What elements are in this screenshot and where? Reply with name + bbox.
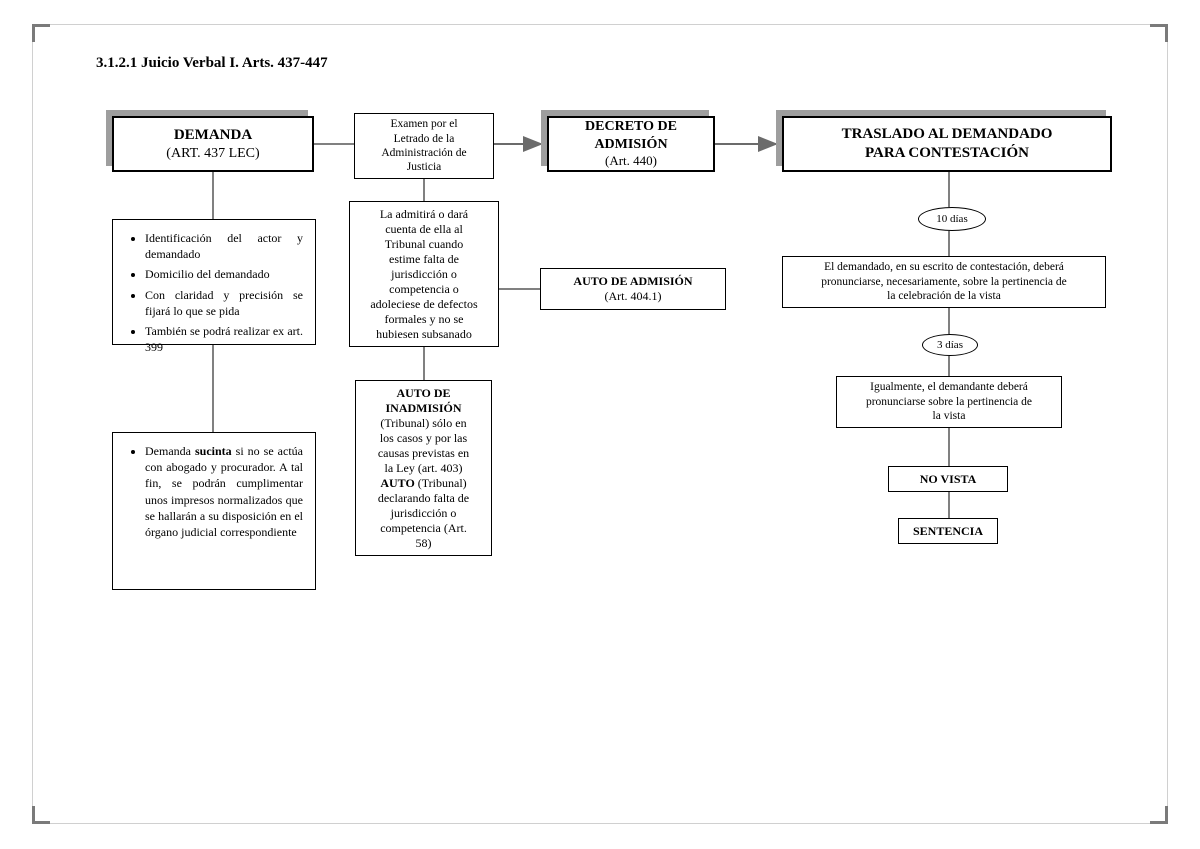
node-subtitle: (Art. 404.1) (573, 289, 692, 304)
corner-bracket (32, 24, 50, 42)
node-text: La admitirá o dará cuenta de ella al Tri… (370, 207, 477, 342)
node-auto-admision: AUTO DE ADMISIÓN (Art. 404.1) (540, 268, 726, 310)
corner-bracket (32, 806, 50, 824)
doc-title: 3.1.2.1 Juicio Verbal I. Arts. 437-447 (96, 55, 328, 72)
page: 3.1.2.1 Juicio Verbal I. Arts. 437-447 (0, 0, 1200, 849)
node-title: TRASLADO AL DEMANDADO (842, 125, 1053, 144)
list-item: Demanda sucinta si no se actúa con aboga… (145, 443, 303, 540)
node-text: AUTO DE INADMISIÓN (Tribunal) sólo en lo… (378, 386, 469, 551)
node-title: SENTENCIA (913, 524, 983, 539)
node-title2: ADMISIÓN (585, 136, 677, 154)
node-contestacion: El demandado, en su escrito de contestac… (782, 256, 1106, 308)
node-traslado: TRASLADO AL DEMANDADO PARA CONTESTACIÓN (782, 116, 1112, 172)
node-demandante: Igualmente, el demandante deberá pronunc… (836, 376, 1062, 428)
node-title: AUTO DE ADMISIÓN (573, 274, 692, 289)
list-item: Identificación del actor y demandado (145, 230, 303, 262)
ellipse-label: 10 días (936, 213, 967, 225)
node-demanda: DEMANDA (ART. 437 LEC) (112, 116, 314, 172)
node-no-vista: NO VISTA (888, 466, 1008, 492)
node-auto-inadmision: AUTO DE INADMISIÓN (Tribunal) sólo en lo… (355, 380, 492, 556)
list-item: Domicilio del demandado (145, 266, 303, 282)
ellipse-3-dias: 3 días (922, 334, 978, 356)
corner-bracket (1150, 24, 1168, 42)
node-title: DECRETO DE (585, 118, 677, 136)
ellipse-label: 3 días (937, 339, 963, 351)
node-list1: Identificación del actor y demandado Dom… (112, 219, 316, 345)
node-list2: Demanda sucinta si no se actúa con aboga… (112, 432, 316, 590)
node-title2: PARA CONTESTACIÓN (842, 144, 1053, 163)
list-item: También se podrá realizar ex art. 399 (145, 323, 303, 355)
node-decreto: DECRETO DE ADMISIÓN (Art. 440) (547, 116, 715, 172)
node-title: NO VISTA (920, 472, 977, 487)
corner-bracket (1150, 806, 1168, 824)
node-title: DEMANDA (166, 126, 259, 145)
list-item: Con claridad y precisión se fijará lo qu… (145, 287, 303, 319)
node-subtitle: (ART. 437 LEC) (166, 145, 259, 163)
node-text: Examen por el Letrado de la Administraci… (381, 117, 466, 175)
node-text: Igualmente, el demandante deberá pronunc… (866, 380, 1032, 423)
node-admitira: La admitirá o dará cuenta de ella al Tri… (349, 201, 499, 347)
ellipse-10-dias: 10 días (918, 207, 986, 231)
node-sentencia: SENTENCIA (898, 518, 998, 544)
node-text: El demandado, en su escrito de contestac… (821, 260, 1067, 303)
node-examen: Examen por el Letrado de la Administraci… (354, 113, 494, 179)
node-subtitle: (Art. 440) (585, 153, 677, 169)
